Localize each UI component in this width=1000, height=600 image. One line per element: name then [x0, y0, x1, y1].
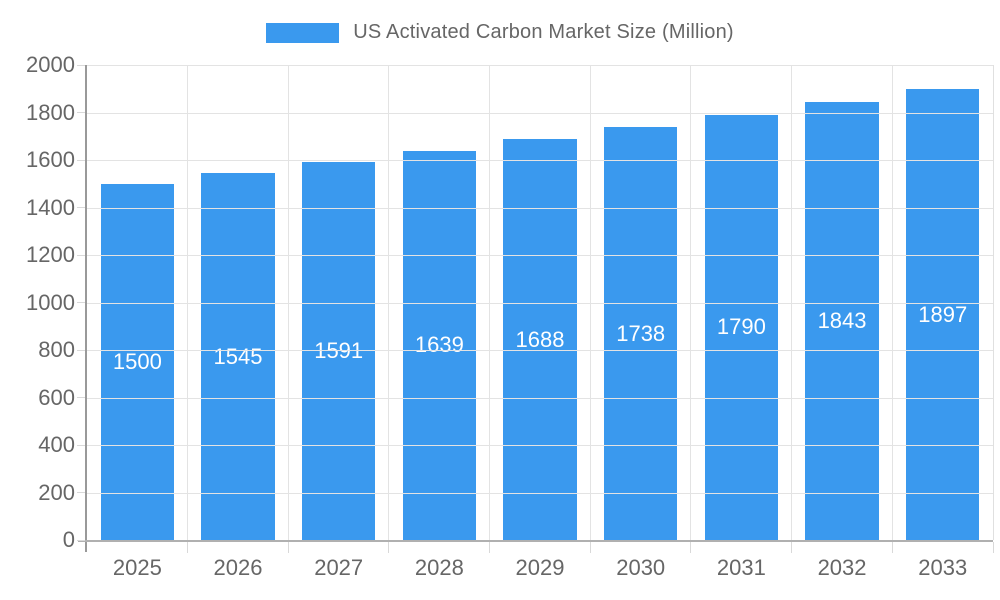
x-axis-labels: 2025 2026 2027 2028 2029 2030 2031 2032 2033: [87, 555, 993, 587]
y-axis-tick: [77, 207, 85, 208]
bar-value-label: 1500: [112, 348, 162, 374]
bar-2030[interactable]: 1738: [603, 127, 678, 540]
x-tick-label: 2026: [213, 555, 263, 580]
legend-label[interactable]: US Activated Carbon Market Size (Million…: [353, 21, 734, 43]
bar-band: 1545: [188, 65, 289, 540]
bar-value-label: 1843: [817, 308, 867, 334]
gridline-horizontal: [87, 445, 993, 446]
bar-2028[interactable]: 1639: [402, 150, 477, 540]
gridline-vertical: [891, 65, 893, 540]
y-axis-tick: [77, 159, 85, 161]
bar-band: 1500: [87, 65, 188, 540]
y-axis-tick: [77, 492, 85, 493]
gridline-vertical: [187, 65, 189, 540]
y-axis-tick: [77, 539, 85, 541]
y-tick-label: 1400: [26, 194, 75, 220]
legend-swatch[interactable]: [266, 22, 340, 43]
x-tick-label: 2031: [716, 555, 766, 580]
bar-value-label: 1897: [918, 301, 968, 327]
bar-band: 1738: [590, 65, 691, 540]
y-tick-label: 1000: [26, 289, 75, 315]
gridline-horizontal: [87, 65, 993, 66]
legend[interactable]: US Activated Carbon Market Size (Million…: [0, 21, 1000, 44]
y-tick-label: 400: [38, 432, 75, 457]
x-axis-tick: [489, 542, 491, 553]
x-tick-label: 2032: [817, 555, 867, 580]
x-axis-tick: [690, 542, 692, 553]
bar-value-label: 1591: [314, 338, 364, 364]
gridline-horizontal: [87, 302, 993, 304]
y-tick-label: 2000: [26, 52, 75, 77]
y-tick-label: 800: [38, 337, 75, 362]
x-tick-label: 2030: [616, 555, 666, 580]
x-tick-label: 2028: [414, 555, 464, 580]
gridline-horizontal: [87, 492, 993, 494]
y-axis-line: [85, 65, 87, 552]
y-axis-tick: [77, 112, 85, 113]
y-tick-label: 1800: [26, 99, 75, 125]
x-axis-tick: [388, 542, 390, 553]
bar-value-label: 1790: [716, 314, 766, 340]
x-axis-tick: [187, 542, 189, 553]
x-axis-tick: [992, 542, 994, 553]
x-tick-label: 2025: [112, 555, 162, 580]
gridline-vertical: [791, 65, 793, 540]
y-axis-tick: [77, 302, 85, 303]
y-axis-tick: [77, 64, 85, 66]
x-axis-line: [78, 540, 993, 542]
y-tick-label: 1600: [26, 147, 75, 172]
x-axis-tick: [791, 542, 793, 553]
y-tick-label: 0: [62, 527, 75, 552]
bar-band: 1790: [691, 65, 792, 540]
y-tick-label: 600: [38, 384, 75, 410]
gridline-horizontal: [87, 397, 993, 399]
x-tick-label: 2029: [515, 555, 565, 580]
bar-value-label: 1545: [213, 343, 263, 369]
y-axis-tick: [77, 254, 85, 256]
gridline-vertical: [388, 65, 390, 540]
x-tick-label: 2027: [314, 555, 364, 580]
gridline-vertical: [287, 65, 289, 540]
y-tick-label: 1200: [26, 242, 75, 267]
gridline-horizontal: [87, 350, 993, 351]
bar-2031[interactable]: 1790: [704, 114, 779, 540]
bar-2032[interactable]: 1843: [805, 102, 879, 540]
y-axis-labels: 0 200 400 600 800 1000 1200 1400 1600 1800 2000: [0, 52, 87, 552]
bars: 1500 1545 1591 1639 1688 1738 1790 1843 1897: [87, 65, 993, 540]
bar-2033[interactable]: 1897: [905, 89, 980, 540]
bar-2026[interactable]: 1545: [201, 173, 275, 540]
y-axis-tick: [77, 397, 85, 398]
bar-value-label: 1639: [414, 332, 464, 358]
bar-value-label: 1738: [616, 320, 666, 346]
gridline-vertical: [589, 65, 591, 540]
gridline-vertical: [690, 65, 692, 540]
bar-band: 1897: [892, 65, 993, 540]
gridline-horizontal: [87, 112, 993, 114]
gridline-horizontal: [87, 160, 993, 161]
y-axis-tick: [77, 444, 85, 446]
bar-band: 1639: [389, 65, 490, 540]
bar-2025[interactable]: 1500: [100, 183, 175, 540]
gridline-vertical: [489, 65, 491, 540]
bar-2027[interactable]: 1591: [301, 162, 376, 540]
x-tick-label: 2033: [918, 555, 968, 580]
bar-2029[interactable]: 1688: [503, 139, 577, 540]
bar-band: 1688: [490, 65, 591, 540]
x-axis-tick: [891, 542, 893, 553]
gridline-horizontal: [87, 255, 993, 256]
y-tick-label: 200: [38, 479, 75, 505]
bar-value-label: 1688: [515, 326, 565, 352]
y-axis-tick: [77, 349, 85, 351]
x-axis-tick: [287, 542, 289, 553]
gridline-horizontal: [87, 207, 993, 209]
bar-band: 1843: [792, 65, 893, 540]
plot-area: 1500 1545 1591 1639 1688 1738 1790 1843 1897: [77, 64, 994, 553]
x-axis-tick: [589, 542, 591, 553]
bar-band: 1591: [288, 65, 389, 540]
